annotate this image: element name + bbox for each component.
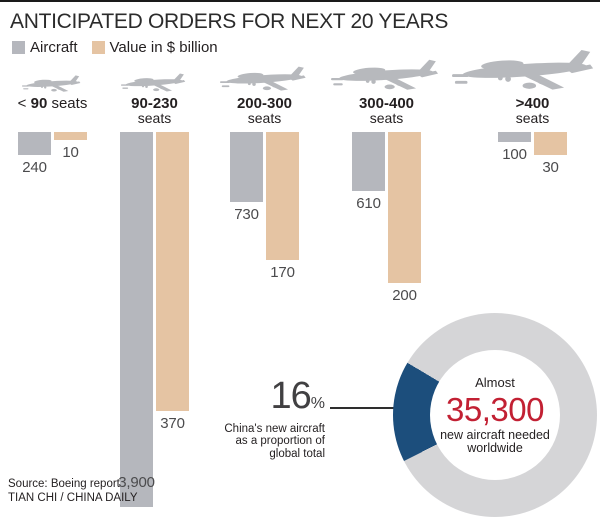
source-note: Source: Boeing report TIAN CHI / CHINA D… bbox=[8, 477, 138, 505]
donut-pre-label: Almost bbox=[475, 374, 515, 390]
value-bar bbox=[54, 132, 87, 140]
percent-number: 16 bbox=[270, 375, 311, 417]
aircraft-count-label: 240 bbox=[22, 159, 47, 176]
value-amount-label: 170 bbox=[270, 264, 295, 281]
value-amount-label: 30 bbox=[542, 159, 559, 176]
value-bar bbox=[266, 132, 299, 260]
page-title: ANTICIPATED ORDERS FOR NEXT 20 YEARS bbox=[10, 10, 449, 33]
aircraft-count-label: 730 bbox=[234, 206, 259, 223]
callout-caption-line: as a proportion of bbox=[235, 435, 325, 448]
value-amount-label: 200 bbox=[392, 287, 417, 304]
percent-sign: % bbox=[310, 395, 325, 412]
value-swatch-icon bbox=[91, 41, 105, 54]
aircraft-bar bbox=[230, 132, 263, 202]
aircraft-count-label: 100 bbox=[502, 146, 527, 163]
airplane-icon bbox=[331, 59, 441, 93]
airplane-icon bbox=[22, 75, 82, 93]
aircraft-bar bbox=[18, 132, 51, 155]
percent-callout: 16% China's new aircraft as a proportion … bbox=[224, 377, 325, 460]
donut-big-number: 35,300 bbox=[446, 390, 544, 428]
donut-center: Almost 35,300 new aircraft needed worldw… bbox=[430, 350, 560, 480]
value-bar bbox=[388, 132, 421, 283]
airplane-icon bbox=[452, 49, 597, 93]
legend-label-value: Value in $ billion bbox=[109, 39, 218, 56]
donut-chart: Almost 35,300 new aircraft needed worldw… bbox=[393, 313, 597, 517]
category-label: 200-300 seats bbox=[236, 95, 293, 126]
percent-value: 16% bbox=[224, 377, 325, 421]
value-bar bbox=[534, 132, 567, 155]
category-label: 300-400 seats bbox=[358, 95, 415, 126]
legend-label-aircraft: Aircraft bbox=[30, 39, 78, 56]
credit-line: TIAN CHI / CHINA DAILY bbox=[8, 492, 138, 504]
aircraft-count-label: 3,900 bbox=[118, 474, 155, 491]
donut-caption-line1: new aircraft needed bbox=[440, 427, 550, 442]
value-bar bbox=[156, 132, 189, 411]
value-amount-label: 370 bbox=[160, 415, 185, 432]
aircraft-swatch-icon bbox=[12, 41, 25, 54]
aircraft-bar bbox=[120, 132, 153, 507]
value-amount-label: 10 bbox=[62, 144, 79, 161]
aircraft-bar bbox=[498, 132, 531, 142]
category-label: 90-230 seats bbox=[131, 95, 178, 126]
aircraft-bar bbox=[352, 132, 385, 191]
legend-item-aircraft: Aircraft bbox=[12, 39, 78, 56]
legend: Aircraft Value in $ billion bbox=[12, 39, 218, 56]
donut-caption-line2: worldwide bbox=[467, 441, 523, 455]
airplane-icon bbox=[220, 66, 308, 93]
donut-caption: new aircraft needed worldwide bbox=[440, 427, 550, 456]
airplane-icon bbox=[121, 73, 187, 93]
callout-caption-line: China's new aircraft bbox=[224, 423, 325, 435]
legend-item-value: Value in $ billion bbox=[91, 39, 218, 56]
source-line: Source: Boeing report bbox=[8, 478, 120, 490]
connector-line bbox=[330, 407, 400, 409]
callout-caption-line: global total bbox=[269, 447, 325, 460]
category-label: < 90 seats bbox=[17, 95, 88, 112]
percent-caption: China's new aircraft as a proportion of gl… bbox=[224, 423, 325, 460]
top-rule bbox=[0, 0, 600, 2]
aircraft-count-label: 610 bbox=[356, 195, 381, 212]
category-label: >400 seats bbox=[515, 95, 550, 126]
